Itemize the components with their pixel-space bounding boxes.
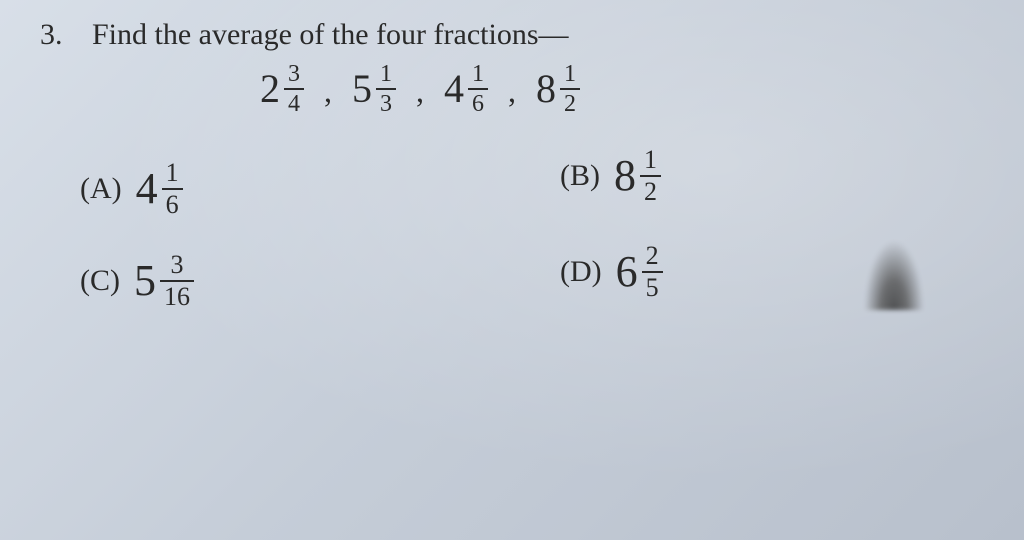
option-d-num: 2: [642, 243, 663, 271]
option-c-whole: 5: [134, 259, 156, 303]
option-a-whole: 4: [136, 167, 158, 211]
fraction-3-whole: 4: [444, 69, 464, 109]
question-text: Find the average of the four fractions—: [92, 18, 569, 52]
question-header: 3. Find the average of the four fraction…: [40, 18, 984, 52]
question-page: 3. Find the average of the four fraction…: [0, 0, 1024, 310]
fraction-2: 5 1 3: [352, 62, 396, 116]
option-c-value: 5 3 16: [134, 252, 194, 310]
fraction-2-num: 1: [376, 62, 396, 88]
separator-2: ,: [414, 73, 426, 110]
option-b-value: 8 1 2: [614, 147, 661, 205]
separator-3: ,: [506, 73, 518, 110]
fraction-2-frac: 1 3: [376, 62, 396, 116]
option-b-letter: (B): [560, 159, 600, 193]
fraction-1-num: 3: [284, 62, 304, 88]
fraction-3-den: 6: [468, 88, 488, 116]
fraction-list: 2 3 4 , 5 1 3 , 4 1 6 , 8 1: [260, 62, 984, 116]
option-c-den: 16: [160, 280, 194, 310]
option-c-num: 3: [167, 252, 188, 280]
fraction-4: 8 1 2: [536, 62, 580, 116]
fraction-2-whole: 5: [352, 69, 372, 109]
option-d-letter: (D): [560, 255, 602, 289]
option-a-num: 1: [162, 160, 183, 188]
option-b-frac: 1 2: [640, 147, 661, 205]
option-d-whole: 6: [616, 250, 638, 294]
option-a: (A) 4 1 6: [80, 160, 440, 218]
fraction-3-num: 1: [468, 62, 488, 88]
separator-1: ,: [322, 73, 334, 110]
option-d-frac: 2 5: [642, 243, 663, 301]
option-a-frac: 1 6: [162, 160, 183, 218]
options-grid: (A) 4 1 6 (B) 8 1 2 (C) 5: [80, 134, 984, 310]
fraction-4-whole: 8: [536, 69, 556, 109]
option-a-den: 6: [162, 188, 183, 218]
question-number: 3.: [40, 18, 80, 52]
fraction-1-frac: 3 4: [284, 62, 304, 116]
fraction-3: 4 1 6: [444, 62, 488, 116]
fraction-4-den: 2: [560, 88, 580, 116]
option-b: (B) 8 1 2: [560, 134, 920, 218]
fraction-4-frac: 1 2: [560, 62, 580, 116]
option-d-value: 6 2 5: [616, 243, 663, 301]
option-a-letter: (A): [80, 172, 122, 206]
corner-shadow: [864, 240, 924, 310]
fraction-3-frac: 1 6: [468, 62, 488, 116]
option-b-whole: 8: [614, 154, 636, 198]
fraction-1-whole: 2: [260, 69, 280, 109]
option-b-num: 1: [640, 147, 661, 175]
option-c: (C) 5 3 16: [80, 252, 440, 310]
fraction-1-den: 4: [284, 88, 304, 116]
option-d-den: 5: [642, 271, 663, 301]
option-b-den: 2: [640, 175, 661, 205]
fraction-2-den: 3: [376, 88, 396, 116]
option-a-value: 4 1 6: [136, 160, 183, 218]
option-c-letter: (C): [80, 264, 120, 298]
fraction-4-num: 1: [560, 62, 580, 88]
fraction-1: 2 3 4: [260, 62, 304, 116]
option-c-frac: 3 16: [160, 252, 194, 310]
